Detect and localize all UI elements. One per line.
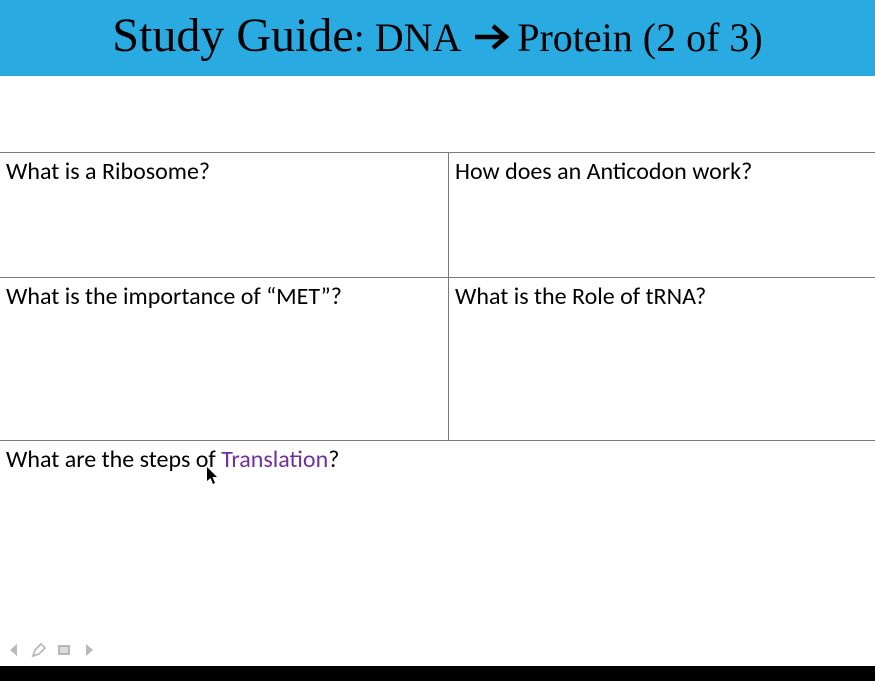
question-text: What is the Role of tRNA? <box>455 282 706 311</box>
cell-ribosome: What is a Ribosome? <box>0 152 449 278</box>
question-highlight: Translation <box>221 445 328 474</box>
title-prefix: Study Guide <box>112 9 353 62</box>
menu-button[interactable] <box>54 640 74 660</box>
cell-met: What is the importance of “MET”? <box>0 278 449 441</box>
cell-anticodon: How does an Anticodon work? <box>449 152 875 278</box>
slide-header: Study Guide: DNA Protein (2 of 3) <box>0 0 875 76</box>
title-colon: : DNA <box>354 15 470 60</box>
question-suffix: ? <box>328 445 339 474</box>
next-slide-button[interactable] <box>79 640 99 660</box>
right-arrow-icon <box>473 15 511 62</box>
question-text: What is the importance of “MET”? <box>6 282 342 311</box>
cell-translation: What are the steps of Translation? <box>0 441 875 681</box>
presentation-toolbar <box>4 640 99 660</box>
cell-trna: What is the Role of tRNA? <box>449 278 875 441</box>
question-text: How does an Anticodon work? <box>455 157 752 186</box>
slide-title: Study Guide: DNA Protein (2 of 3) <box>112 8 762 68</box>
pen-tool-button[interactable] <box>29 640 49 660</box>
question-prefix: What are the steps of <box>6 445 221 474</box>
previous-slide-button[interactable] <box>4 640 24 660</box>
slide-container: Study Guide: DNA Protein (2 of 3) What i… <box>0 0 875 666</box>
question-text: What is a Ribosome? <box>6 157 210 186</box>
title-suffix: Protein (2 of 3) <box>517 15 763 60</box>
